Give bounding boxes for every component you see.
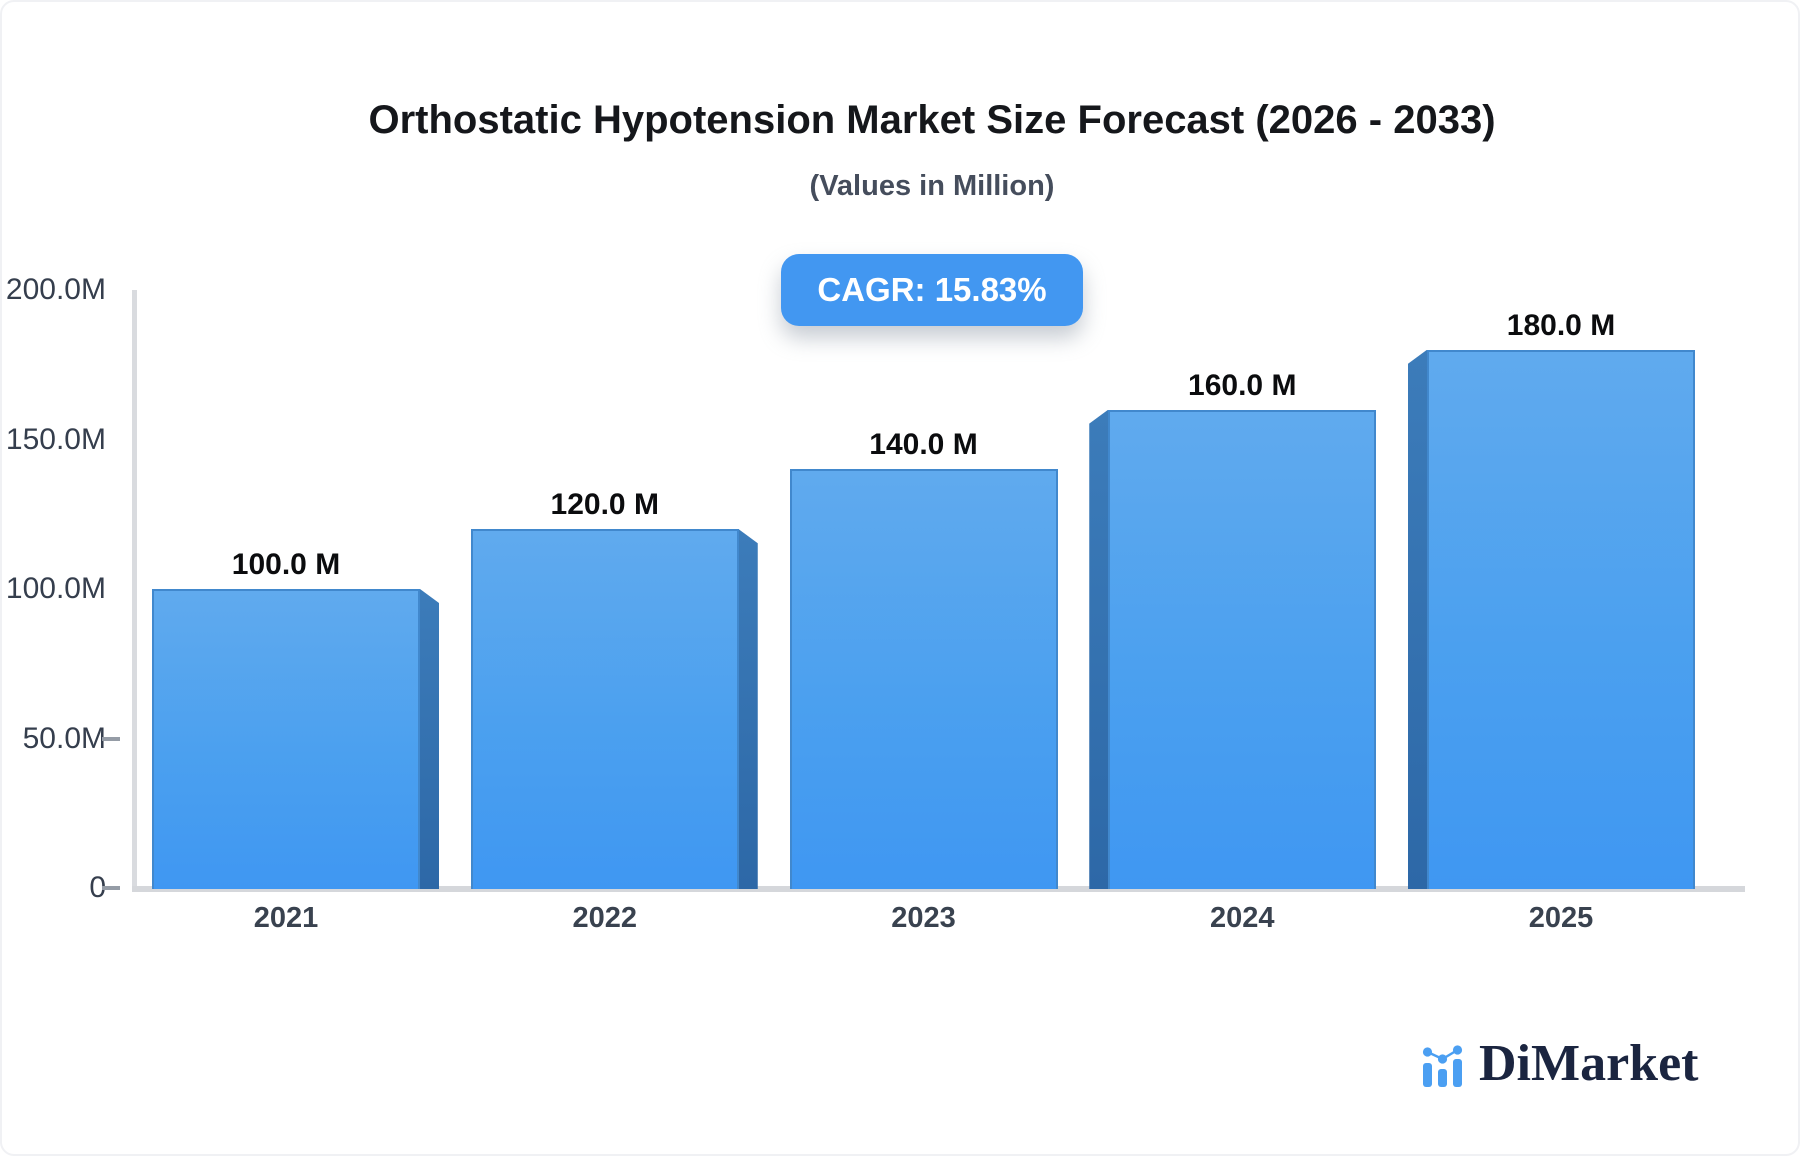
y-axis-tick-label: 200.0M: [5, 273, 106, 306]
x-axis-category-label: 2021: [253, 902, 319, 934]
brand-logo: DiMarket: [1421, 1038, 1698, 1090]
cagr-badge-row: CAGR: 15.83%: [62, 254, 1798, 326]
bar-3d-edge: [738, 529, 758, 889]
x-axis-category-label: 2023: [891, 902, 956, 934]
bar-2023: [789, 469, 1058, 889]
bar-2021: [152, 589, 420, 889]
bar-2022: [470, 529, 739, 889]
bar-value-label: 180.0 M: [1506, 308, 1616, 342]
y-axis-tick-mark: [102, 886, 120, 890]
y-axis-tick-mark: [102, 736, 120, 741]
x-axis-line: [132, 886, 1745, 892]
y-axis-line: [132, 290, 137, 886]
bar-3d-edge: [1408, 349, 1427, 889]
dimarket-logo-icon: [1422, 1045, 1463, 1087]
bar-3d-edge: [1089, 409, 1109, 889]
brand-name: DiMarket: [1479, 1035, 1699, 1092]
y-axis-tick-label: 0: [89, 871, 106, 904]
x-axis-category-label: 2024: [1209, 902, 1275, 934]
y-axis-tick-label: 150.0M: [5, 422, 106, 456]
y-axis-tick-label: 100.0M: [5, 572, 106, 605]
bar-value-label: 140.0 M: [869, 428, 978, 462]
bar-value-label: 120.0 M: [550, 488, 659, 522]
y-axis-tick-label: 50.0M: [22, 721, 106, 755]
bar-value-label: 100.0 M: [231, 548, 341, 581]
chart-title: Orthostatic Hypotension Market Size Fore…: [368, 98, 1496, 142]
cagr-badge: CAGR: 15.83%: [781, 254, 1083, 326]
x-axis-category-label: 2022: [572, 902, 637, 934]
x-axis-category-label: 2025: [1528, 902, 1594, 934]
chart-subtitle: (Values in Million): [809, 170, 1055, 202]
bar-2025: [1427, 349, 1695, 889]
bar-2024: [1108, 409, 1377, 889]
bar-3d-edge: [420, 589, 439, 889]
bar-value-label: 160.0 M: [1188, 368, 1297, 402]
